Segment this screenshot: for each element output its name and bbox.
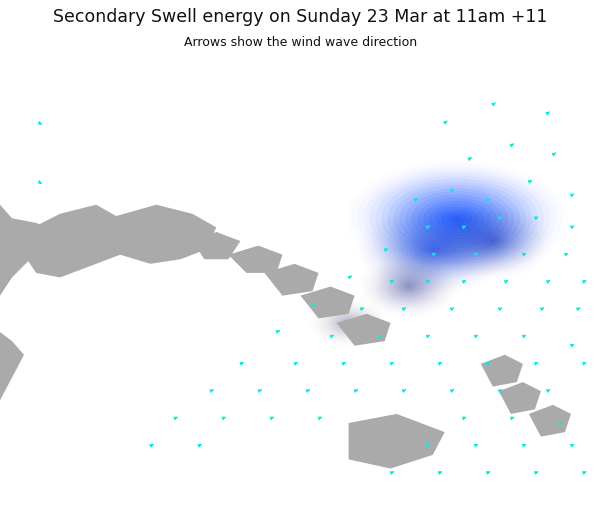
Ellipse shape: [487, 237, 498, 245]
Polygon shape: [264, 264, 319, 296]
Polygon shape: [228, 246, 282, 273]
Polygon shape: [0, 195, 60, 514]
Ellipse shape: [435, 207, 478, 230]
Polygon shape: [192, 232, 240, 259]
Ellipse shape: [429, 204, 484, 233]
Ellipse shape: [405, 191, 508, 245]
Ellipse shape: [426, 246, 439, 254]
Ellipse shape: [484, 235, 501, 247]
Ellipse shape: [387, 182, 526, 255]
Ellipse shape: [411, 194, 502, 242]
Ellipse shape: [413, 239, 452, 262]
Polygon shape: [481, 355, 523, 387]
Ellipse shape: [490, 240, 495, 243]
Text: Arrows show the wind wave direction: Arrows show the wind wave direction: [184, 36, 417, 49]
Ellipse shape: [481, 233, 505, 249]
Ellipse shape: [393, 185, 520, 252]
Text: Secondary Swell energy on Sunday 23 Mar at 11am +11: Secondary Swell energy on Sunday 23 Mar …: [53, 8, 548, 26]
Polygon shape: [24, 205, 144, 278]
Ellipse shape: [401, 232, 465, 269]
Polygon shape: [102, 205, 216, 264]
Polygon shape: [349, 414, 445, 469]
Ellipse shape: [441, 210, 472, 227]
Ellipse shape: [447, 213, 466, 224]
Ellipse shape: [409, 236, 456, 264]
Ellipse shape: [478, 231, 508, 251]
Polygon shape: [300, 287, 355, 318]
Polygon shape: [529, 405, 571, 437]
Ellipse shape: [422, 244, 444, 256]
Ellipse shape: [399, 188, 514, 248]
Ellipse shape: [423, 200, 490, 236]
Ellipse shape: [417, 197, 496, 239]
Polygon shape: [499, 382, 541, 414]
Ellipse shape: [475, 229, 511, 253]
Ellipse shape: [407, 285, 410, 288]
Ellipse shape: [418, 241, 448, 259]
Polygon shape: [337, 314, 391, 346]
Ellipse shape: [405, 234, 460, 266]
Ellipse shape: [453, 216, 461, 221]
Ellipse shape: [430, 249, 435, 252]
Ellipse shape: [381, 179, 532, 258]
Ellipse shape: [397, 229, 468, 271]
